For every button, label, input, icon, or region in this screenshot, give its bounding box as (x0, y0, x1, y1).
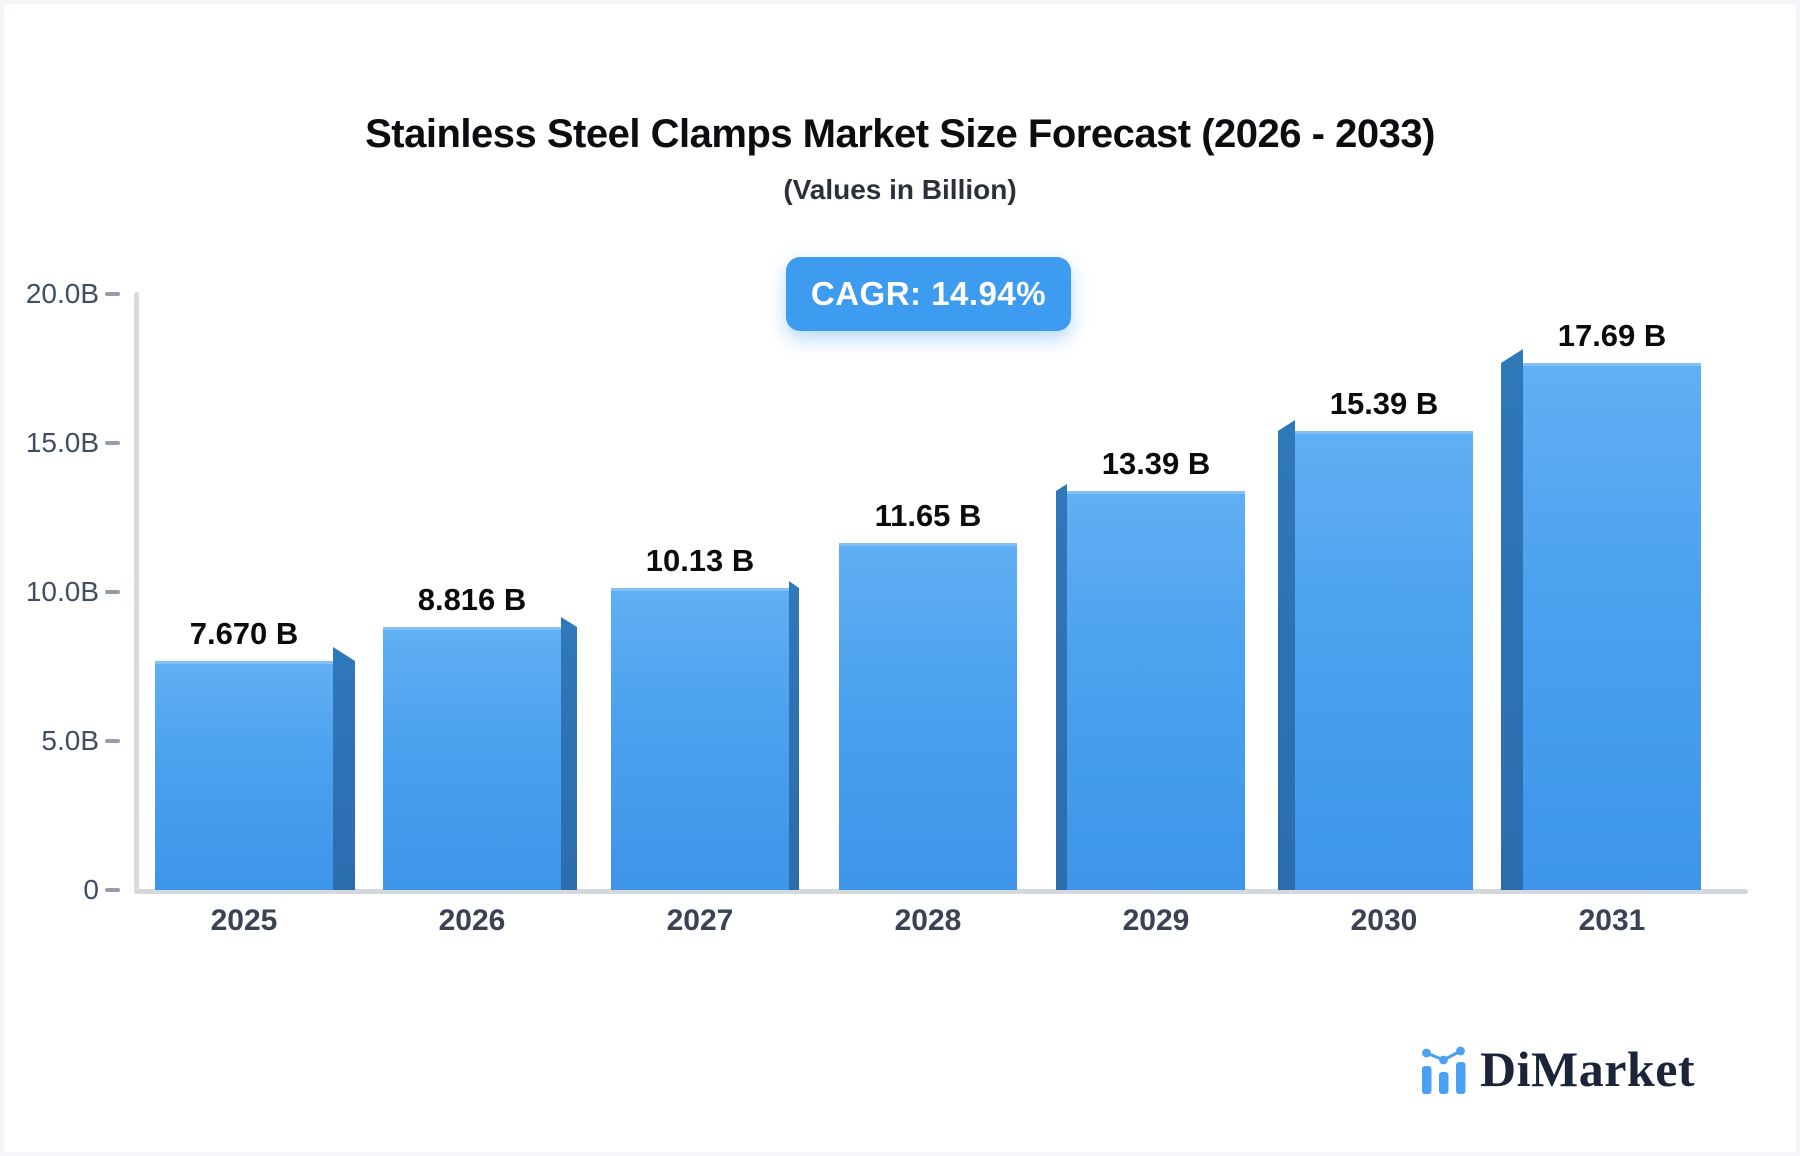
bar-2025[interactable] (155, 647, 355, 890)
bar-side-face (789, 581, 799, 890)
bar-front-face (611, 588, 789, 890)
bar-side-face (1056, 484, 1067, 890)
cagr-badge: CAGR: 14.94% (786, 257, 1071, 331)
y-axis-tick-mark (105, 441, 120, 445)
x-axis-label-2031: 2031 (1578, 904, 1646, 937)
bar-side-face (333, 647, 355, 890)
bar-value-label: 8.816 B (417, 582, 527, 617)
dimarket-logo: DiMarket (1420, 1044, 1695, 1094)
bar-2028[interactable] (839, 543, 1017, 890)
x-axis-label-2025: 2025 (210, 904, 278, 937)
y-axis-label: 15.0B (25, 427, 99, 458)
x-axis-label-2029: 2029 (1122, 904, 1190, 937)
y-axis-label: 10.0B (25, 576, 99, 607)
bar-value-label: 17.69 B (1557, 318, 1667, 353)
x-axis-label-2030: 2030 (1350, 904, 1418, 937)
bar-side-face (1501, 349, 1523, 890)
bar-front-face (383, 627, 561, 890)
y-axis-label: 5.0B (41, 725, 99, 756)
chart-title: Stainless Steel Clamps Market Size Forec… (365, 112, 1435, 156)
y-axis-tick-mark (105, 739, 120, 743)
x-axis-baseline (134, 889, 1748, 894)
mini-bar-chart-icon (1422, 1046, 1466, 1094)
bar-side-face (561, 617, 577, 890)
bar-2031[interactable] (1501, 349, 1701, 890)
bar-2027[interactable] (611, 581, 799, 890)
y-axis-tick-mark (105, 292, 120, 296)
y-axis-label: 20.0B (25, 278, 99, 309)
bar-2029[interactable] (1056, 484, 1245, 890)
y-axis-tick-mark (105, 888, 120, 892)
x-axis-label-2027: 2027 (666, 904, 734, 937)
bar-side-face (1278, 420, 1295, 890)
x-axis-label-2026: 2026 (438, 904, 506, 937)
logo-text: DiMarket (1480, 1041, 1696, 1097)
y-axis-label: 0 (83, 874, 99, 905)
bar-2030[interactable] (1278, 420, 1473, 890)
y-axis-line (134, 292, 139, 893)
bar-front-face (1523, 363, 1701, 890)
bar-chart-plot: 20.0B 15.0B 10.0B 5.0B 0 7.670 B 8.816 B 10.13… (4, 4, 1796, 1152)
bar-value-label: 11.65 B (874, 498, 982, 533)
x-axis-label-2028: 2028 (894, 904, 962, 937)
bar-front-face (839, 543, 1017, 890)
bar-front-face (155, 661, 333, 890)
bar-value-label: 10.13 B (645, 543, 755, 578)
bar-value-label: 7.670 B (189, 616, 299, 651)
bar-value-label: 15.39 B (1329, 386, 1439, 421)
bar-front-face (1067, 491, 1245, 890)
chart-subtitle: (Values in Billion) (783, 174, 1017, 205)
bar-value-label: 13.39 B (1101, 446, 1211, 481)
bar-2026[interactable] (383, 617, 577, 890)
y-axis-tick-mark (105, 590, 120, 594)
bar-front-face (1295, 431, 1473, 890)
